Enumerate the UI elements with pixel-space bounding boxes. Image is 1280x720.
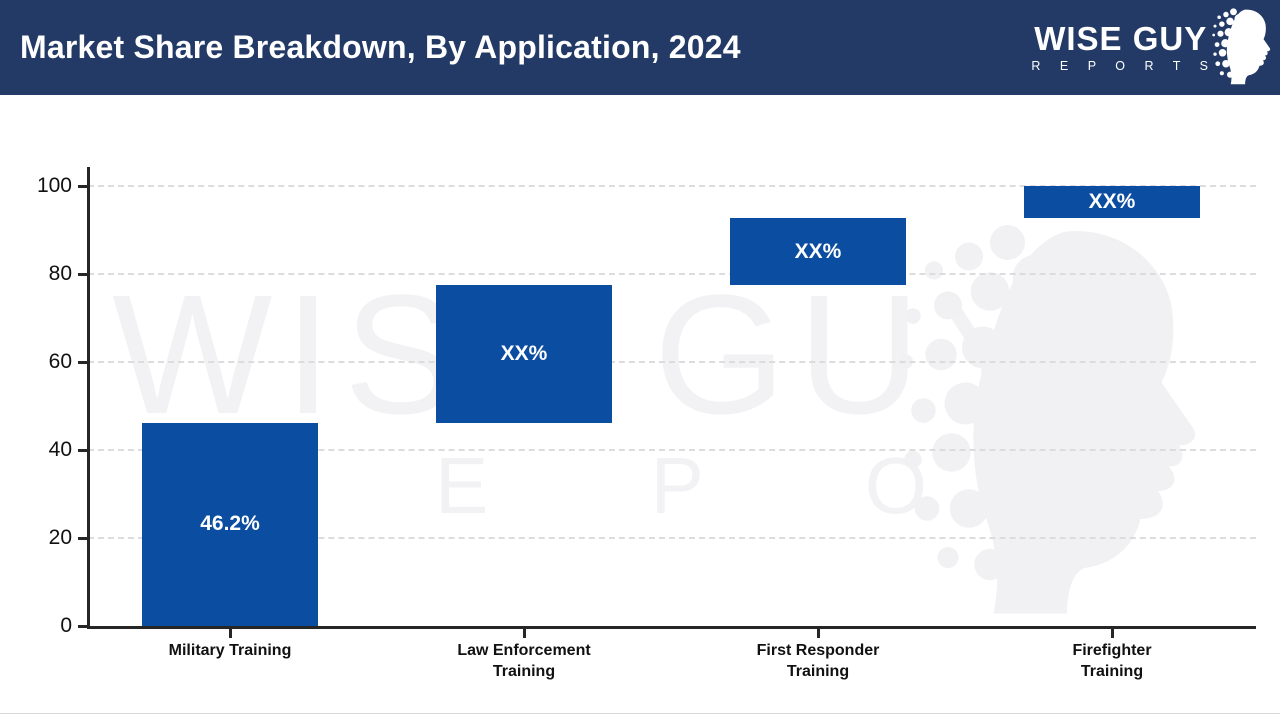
y-tick-label: 0 [60, 614, 72, 637]
gridline-40 [88, 449, 1256, 451]
y-tick-label: 80 [48, 262, 72, 285]
bar-value-label: XX% [794, 239, 842, 263]
y-tick-mark [78, 449, 88, 452]
y-tick-label: 20 [48, 526, 72, 549]
y-tick-label: 100 [36, 174, 72, 197]
y-tick-mark [78, 273, 88, 276]
bottom-divider [0, 713, 1280, 714]
bar-segment: XX% [730, 217, 906, 286]
header: Market Share Breakdown, By Application, … [0, 0, 1280, 95]
x-tick-mark [817, 629, 820, 638]
y-tick-mark [78, 361, 88, 364]
bar-segment: XX% [436, 285, 612, 423]
bar-segment: XX% [1024, 186, 1200, 218]
y-tick-label: 40 [48, 438, 72, 461]
y-tick-mark [78, 537, 88, 540]
dotted-head-profile-icon [1212, 7, 1271, 84]
gridline-60 [88, 361, 1256, 363]
brand-logo: WISE GUY R E P O R T S [1025, 7, 1272, 89]
x-tick-label: First Responder Training [756, 642, 880, 680]
y-tick-label: 60 [48, 350, 72, 373]
x-tick-label: Law Enforcement Training [457, 642, 591, 680]
gridline-100 [88, 185, 1256, 187]
bar-segment: 46.2% [142, 422, 318, 626]
x-tick-label: Firefighter Training [1072, 642, 1152, 680]
bar-value-label: XX% [1088, 189, 1136, 213]
brand-subname: R E P O R T S [1031, 59, 1216, 74]
gridline-80 [88, 273, 1256, 275]
x-tick-mark [523, 629, 526, 638]
x-tick-label: Military Training [168, 642, 292, 659]
x-tick-mark [229, 629, 232, 638]
bar-value-label: 46.2% [200, 512, 260, 536]
page-title: Market Share Breakdown, By Application, … [20, 29, 741, 65]
bar-value-label: XX% [500, 342, 548, 366]
watermark-head-profile-icon [899, 225, 1196, 614]
x-axis [87, 626, 1256, 629]
brand-wordmark: WISE GUY R E P O R T S [1025, 22, 1216, 73]
y-tick-mark [78, 625, 88, 628]
gridline-20 [88, 537, 1256, 539]
brand-name: WISE GUY [1034, 20, 1208, 58]
x-tick-mark [1111, 629, 1114, 638]
y-axis [87, 167, 90, 629]
y-tick-mark [78, 185, 88, 188]
